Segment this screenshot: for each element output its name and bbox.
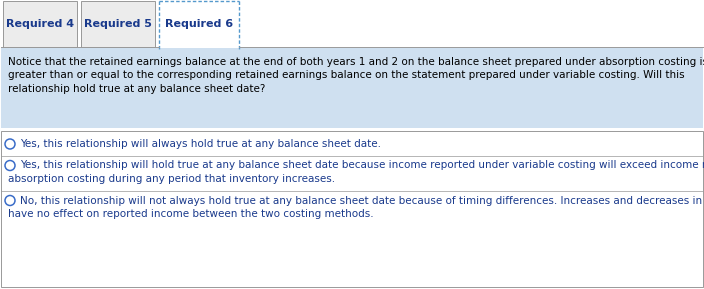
FancyBboxPatch shape [1, 131, 703, 287]
Text: absorption costing during any period that inventory increases.: absorption costing during any period tha… [8, 174, 335, 184]
Text: Required 6: Required 6 [165, 19, 233, 29]
Text: Notice that the retained earnings balance at the end of both years 1 and 2 on th: Notice that the retained earnings balanc… [8, 57, 704, 67]
Text: Yes, this relationship will hold true at any balance sheet date because income r: Yes, this relationship will hold true at… [20, 160, 704, 171]
Text: Required 4: Required 4 [6, 19, 74, 29]
FancyBboxPatch shape [1, 48, 703, 128]
Text: relationship hold true at any balance sheet date?: relationship hold true at any balance sh… [8, 84, 265, 94]
FancyBboxPatch shape [3, 1, 77, 47]
FancyBboxPatch shape [81, 1, 155, 47]
Text: Yes, this relationship will always hold true at any balance sheet date.: Yes, this relationship will always hold … [20, 139, 381, 149]
Text: Required 5: Required 5 [84, 19, 152, 29]
Text: No, this relationship will not always hold true at any balance sheet date becaus: No, this relationship will not always ho… [20, 195, 704, 205]
Text: greater than or equal to the corresponding retained earnings balance on the stat: greater than or equal to the correspondi… [8, 71, 684, 81]
FancyBboxPatch shape [159, 1, 239, 50]
Text: have no effect on reported income between the two costing methods.: have no effect on reported income betwee… [8, 209, 374, 219]
